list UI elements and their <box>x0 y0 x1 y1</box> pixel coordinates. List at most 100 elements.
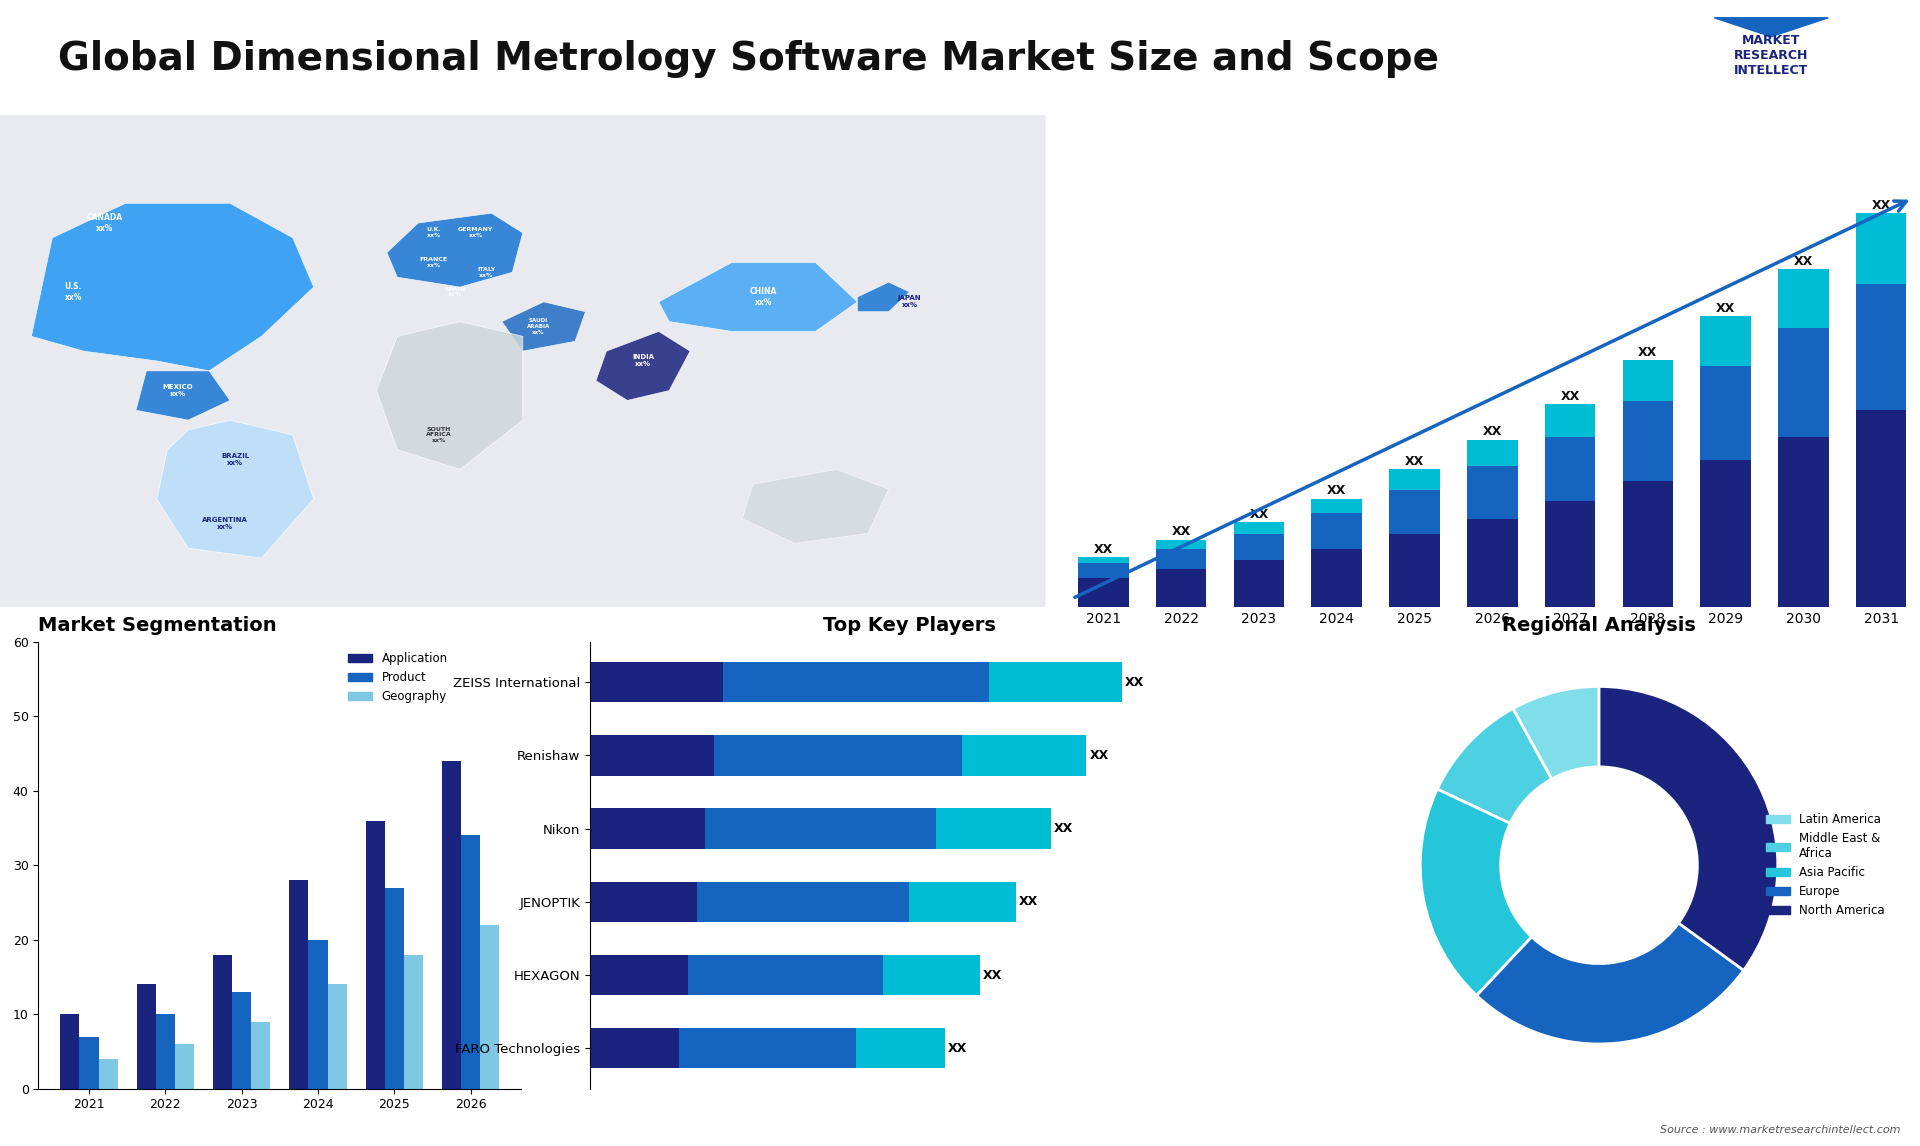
Bar <box>1311 549 1361 607</box>
Polygon shape <box>157 421 313 558</box>
Bar <box>365 821 384 1089</box>
Bar <box>935 808 1050 849</box>
Bar <box>1546 502 1596 607</box>
Text: XX: XX <box>1089 749 1108 762</box>
Text: XX: XX <box>1094 543 1114 556</box>
Bar <box>714 736 962 776</box>
Bar <box>1701 316 1751 366</box>
Text: CHINA
xx%: CHINA xx% <box>749 288 778 307</box>
Text: XX: XX <box>1054 822 1073 835</box>
Text: XX: XX <box>1018 895 1039 909</box>
Bar <box>213 955 232 1089</box>
Wedge shape <box>1421 790 1532 996</box>
Text: MARKET
RESEARCH
INTELLECT: MARKET RESEARCH INTELLECT <box>1734 34 1809 77</box>
Legend: Application, Product, Geography: Application, Product, Geography <box>344 647 453 708</box>
Text: XX: XX <box>1125 676 1144 689</box>
Bar <box>1622 401 1672 481</box>
Bar <box>1467 466 1517 519</box>
Text: U.S.
xx%: U.S. xx% <box>65 282 83 301</box>
Bar <box>384 887 403 1089</box>
Polygon shape <box>595 331 689 400</box>
Bar <box>724 662 989 702</box>
Text: XX: XX <box>1561 390 1580 403</box>
Text: MEXICO
xx%: MEXICO xx% <box>163 384 194 397</box>
Text: XX: XX <box>948 1042 968 1054</box>
Text: SAUDI
ARABIA
xx%: SAUDI ARABIA xx% <box>526 319 551 335</box>
Polygon shape <box>31 203 313 371</box>
Bar <box>461 835 480 1089</box>
Bar <box>589 1028 680 1068</box>
Text: JAPAN
xx%: JAPAN xx% <box>899 296 922 308</box>
Bar <box>1857 213 1907 284</box>
Wedge shape <box>1513 686 1599 779</box>
Bar <box>480 925 499 1089</box>
Bar <box>1467 519 1517 607</box>
Bar <box>1467 440 1517 466</box>
Bar <box>1235 534 1284 560</box>
Polygon shape <box>1715 17 1828 37</box>
Bar <box>79 1036 98 1089</box>
Text: Market Segmentation: Market Segmentation <box>38 615 276 635</box>
Bar <box>1546 405 1596 437</box>
Text: XX: XX <box>1171 525 1190 539</box>
Bar <box>403 955 422 1089</box>
Text: XX: XX <box>1250 508 1269 520</box>
Polygon shape <box>858 282 910 312</box>
Bar <box>1311 499 1361 513</box>
Bar <box>309 940 328 1089</box>
Text: Global Dimensional Metrology Software Market Size and Scope: Global Dimensional Metrology Software Ma… <box>58 40 1438 78</box>
Bar <box>589 955 687 995</box>
Bar <box>589 662 724 702</box>
Circle shape <box>1501 767 1697 964</box>
Bar <box>1857 410 1907 607</box>
Bar <box>156 1014 175 1089</box>
Text: ARGENTINA
xx%: ARGENTINA xx% <box>202 517 248 531</box>
Bar <box>1156 540 1206 549</box>
Bar <box>589 881 697 923</box>
Bar <box>442 761 461 1089</box>
Bar <box>1701 461 1751 607</box>
Wedge shape <box>1438 708 1551 823</box>
Bar <box>1079 557 1129 563</box>
Bar <box>1778 269 1828 328</box>
Polygon shape <box>136 371 230 421</box>
Bar <box>589 808 705 849</box>
Bar <box>962 736 1087 776</box>
Text: XX: XX <box>983 968 1002 981</box>
Polygon shape <box>659 262 858 331</box>
Text: SPAIN
xx%: SPAIN xx% <box>444 286 465 298</box>
Bar <box>687 955 883 995</box>
Bar <box>1235 560 1284 607</box>
Bar <box>883 955 979 995</box>
Bar <box>589 736 714 776</box>
Text: GERMANY
xx%: GERMANY xx% <box>459 227 493 238</box>
Bar <box>1390 489 1440 534</box>
Bar <box>252 1022 271 1089</box>
Polygon shape <box>743 470 889 543</box>
Bar <box>697 881 910 923</box>
Bar <box>680 1028 856 1068</box>
Text: XX: XX <box>1872 198 1891 212</box>
FancyBboxPatch shape <box>0 115 1046 607</box>
Bar <box>290 880 309 1089</box>
Text: INDIA
xx%: INDIA xx% <box>632 354 655 368</box>
Text: XX: XX <box>1793 254 1812 267</box>
Bar <box>1390 534 1440 607</box>
Bar <box>856 1028 945 1068</box>
Text: XX: XX <box>1482 425 1501 438</box>
Bar <box>136 984 156 1089</box>
Bar <box>910 881 1016 923</box>
Bar <box>1311 513 1361 549</box>
Polygon shape <box>386 213 522 286</box>
Bar <box>705 808 935 849</box>
Text: CANADA
xx%: CANADA xx% <box>86 213 123 233</box>
Bar <box>328 984 348 1089</box>
Text: BRAZIL
xx%: BRAZIL xx% <box>221 453 250 466</box>
Bar <box>60 1014 79 1089</box>
Bar <box>1235 523 1284 534</box>
Wedge shape <box>1599 686 1778 971</box>
Bar <box>1079 563 1129 578</box>
Bar <box>232 991 252 1089</box>
Text: FRANCE
xx%: FRANCE xx% <box>420 257 447 268</box>
Text: XX: XX <box>1327 484 1346 497</box>
